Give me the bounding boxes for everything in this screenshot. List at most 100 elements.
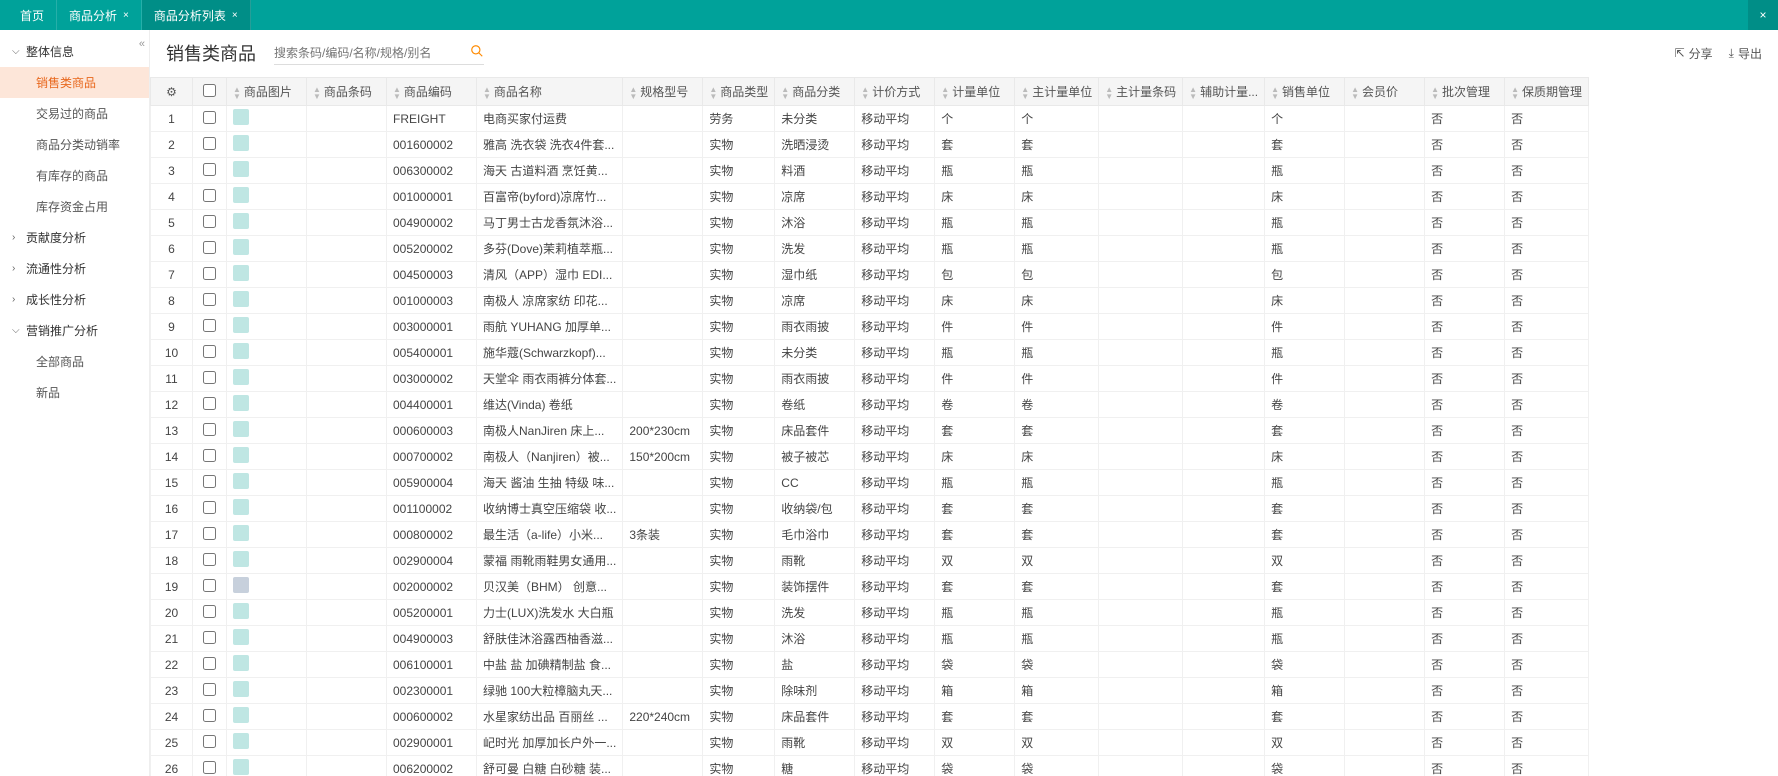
table-row[interactable]: 21004900003舒肤佳沐浴露西柚香滋...实物沐浴移动平均瓶瓶瓶否否: [151, 626, 1589, 652]
row-checkbox[interactable]: [193, 418, 227, 444]
close-icon[interactable]: ×: [123, 10, 129, 21]
column-header-category[interactable]: ▲▼商品分类: [775, 78, 855, 106]
table-row[interactable]: 25002900001屺时光 加厚加长户外一...实物雨靴移动平均双双双否否: [151, 730, 1589, 756]
table-row[interactable]: 26006200002舒可曼 白糖 白砂糖 装...实物糖移动平均袋袋袋否否: [151, 756, 1589, 776]
row-checkbox[interactable]: [193, 366, 227, 392]
table-row[interactable]: 1FREIGHT电商买家付运费劳务未分类移动平均个个个否否: [151, 106, 1589, 132]
row-checkbox[interactable]: [193, 444, 227, 470]
cell-spec: [623, 288, 703, 314]
table-row[interactable]: 8001000003南极人 凉席家纺 印花...实物凉席移动平均床床床否否: [151, 288, 1589, 314]
tab-product-analysis-list[interactable]: 商品分析列表×: [142, 0, 251, 30]
table-row[interactable]: 2001600002雅高 洗衣袋 洗衣4件套...实物洗晒浸烫移动平均套套套否否: [151, 132, 1589, 158]
table-row[interactable]: 11003000002天堂伞 雨衣雨裤分体套...实物雨衣雨披移动平均件件件否否: [151, 366, 1589, 392]
sidebar-group[interactable]: ›成长性分析: [0, 284, 149, 315]
column-header-spec[interactable]: ▲▼规格型号: [623, 78, 703, 106]
sidebar-group[interactable]: ›流通性分析: [0, 253, 149, 284]
column-header-image[interactable]: ▲▼商品图片: [227, 78, 307, 106]
table-row[interactable]: 17000800002最生活（a-life）小米...3条装实物毛巾浴巾移动平均…: [151, 522, 1589, 548]
column-header-main-barcode[interactable]: ▲▼主计量条码: [1099, 78, 1183, 106]
row-checkbox[interactable]: [193, 470, 227, 496]
row-checkbox[interactable]: [193, 392, 227, 418]
table-row[interactable]: 22006100001中盐 盐 加碘精制盐 食...实物盐移动平均袋袋袋否否: [151, 652, 1589, 678]
row-checkbox[interactable]: [193, 184, 227, 210]
row-checkbox[interactable]: [193, 106, 227, 132]
table-row[interactable]: 4001000001百富帝(byford)凉席竹...实物凉席移动平均床床床否否: [151, 184, 1589, 210]
table-row[interactable]: 3006300002海天 古道料酒 烹饪黄...实物料酒移动平均瓶瓶瓶否否: [151, 158, 1589, 184]
table-row[interactable]: 14000700002南极人（Nanjiren）被...150*200cm实物被…: [151, 444, 1589, 470]
sidebar-item[interactable]: 新品: [0, 377, 149, 408]
export-button[interactable]: ⤓导出: [1729, 45, 1762, 62]
cell-sale-unit: 床: [1265, 184, 1345, 210]
sidebar-item[interactable]: 销售类商品: [0, 67, 149, 98]
sidebar-item[interactable]: 商品分类动销率: [0, 129, 149, 160]
row-checkbox[interactable]: [193, 236, 227, 262]
sidebar-item[interactable]: 库存资金占用: [0, 191, 149, 222]
tabbar-close-icon[interactable]: ×: [1748, 0, 1778, 30]
row-checkbox[interactable]: [193, 704, 227, 730]
table-row[interactable]: 24000600002水星家纺出品 百丽丝 ...220*240cm实物床品套件…: [151, 704, 1589, 730]
table-row[interactable]: 13000600003南极人NanJiren 床上...200*230cm实物床…: [151, 418, 1589, 444]
row-checkbox[interactable]: [193, 548, 227, 574]
row-checkbox[interactable]: [193, 522, 227, 548]
row-checkbox[interactable]: [193, 678, 227, 704]
row-checkbox[interactable]: [193, 730, 227, 756]
column-header-type[interactable]: ▲▼商品类型: [703, 78, 775, 106]
search-input[interactable]: [274, 42, 470, 64]
sidebar-item[interactable]: 全部商品: [0, 346, 149, 377]
row-checkbox[interactable]: [193, 314, 227, 340]
table-row[interactable]: 20005200001力士(LUX)洗发水 大白瓶实物洗发移动平均瓶瓶瓶否否: [151, 600, 1589, 626]
share-button[interactable]: ⇱分享: [1675, 45, 1713, 62]
column-header-unit[interactable]: ▲▼计量单位: [935, 78, 1015, 106]
column-header-barcode[interactable]: ▲▼商品条码: [307, 78, 387, 106]
row-checkbox[interactable]: [193, 652, 227, 678]
row-checkbox[interactable]: [193, 288, 227, 314]
column-header-name[interactable]: ▲▼商品名称: [477, 78, 623, 106]
column-header-batch[interactable]: ▲▼批次管理: [1425, 78, 1505, 106]
column-select-all[interactable]: [193, 78, 227, 106]
table-row[interactable]: 23002300001绿驰 100大粒樟脑丸天...实物除味剂移动平均箱箱箱否否: [151, 678, 1589, 704]
sidebar-group[interactable]: ⌵整体信息: [0, 36, 149, 67]
table-row[interactable]: 7004500003清风（APP）湿巾 EDI...实物湿巾纸移动平均包包包否否: [151, 262, 1589, 288]
row-checkbox[interactable]: [193, 210, 227, 236]
sidebar-collapse-icon[interactable]: «: [139, 38, 145, 50]
column-header-sale-unit[interactable]: ▲▼销售单位: [1265, 78, 1345, 106]
column-header-pricing[interactable]: ▲▼计价方式: [855, 78, 935, 106]
cell-main-unit: 套: [1015, 522, 1099, 548]
table-row[interactable]: 19002000002贝汉美（BHM） 创意...实物装饰摆件移动平均套套套否否: [151, 574, 1589, 600]
cell-type: 实物: [703, 678, 775, 704]
column-header-aux-unit[interactable]: ▲▼辅助计量...: [1183, 78, 1265, 106]
row-checkbox[interactable]: [193, 496, 227, 522]
row-checkbox[interactable]: [193, 756, 227, 776]
row-checkbox[interactable]: [193, 158, 227, 184]
row-checkbox[interactable]: [193, 574, 227, 600]
table-row[interactable]: 16001100002收纳博士真空压缩袋 收...实物收纳袋/包移动平均套套套否…: [151, 496, 1589, 522]
cell-aux-unit: [1183, 158, 1265, 184]
column-header-main-unit[interactable]: ▲▼主计量单位: [1015, 78, 1099, 106]
row-checkbox[interactable]: [193, 626, 227, 652]
row-checkbox[interactable]: [193, 132, 227, 158]
column-header-code[interactable]: ▲▼商品编码: [387, 78, 477, 106]
row-checkbox[interactable]: [193, 600, 227, 626]
table-row[interactable]: 18002900004蒙福 雨靴雨鞋男女通用...实物雨靴移动平均双双双否否: [151, 548, 1589, 574]
tab-product-analysis[interactable]: 商品分析×: [57, 0, 142, 30]
table-row[interactable]: 15005900004海天 酱油 生抽 特级 味...实物CC移动平均瓶瓶瓶否否: [151, 470, 1589, 496]
row-checkbox[interactable]: [193, 340, 227, 366]
cell-spec: [623, 652, 703, 678]
table-row[interactable]: 10005400001施华蔻(Schwarzkopf)...实物未分类移动平均瓶…: [151, 340, 1589, 366]
sidebar-item[interactable]: 有库存的商品: [0, 160, 149, 191]
search-icon[interactable]: [470, 44, 484, 61]
cell-main-barcode: [1099, 730, 1183, 756]
table-row[interactable]: 12004400001维达(Vinda) 卷纸实物卷纸移动平均卷卷卷否否: [151, 392, 1589, 418]
table-row[interactable]: 6005200002多芬(Dove)茉莉植萃瓶...实物洗发移动平均瓶瓶瓶否否: [151, 236, 1589, 262]
close-icon[interactable]: ×: [232, 10, 238, 21]
row-checkbox[interactable]: [193, 262, 227, 288]
tab-home[interactable]: 首页: [8, 0, 57, 30]
column-settings[interactable]: ⚙: [151, 78, 193, 106]
sidebar-group[interactable]: ⌵营销推广分析: [0, 315, 149, 346]
column-header-member-price[interactable]: ▲▼会员价: [1345, 78, 1425, 106]
table-row[interactable]: 9003000001雨航 YUHANG 加厚单...实物雨衣雨披移动平均件件件否…: [151, 314, 1589, 340]
column-header-shelf-life[interactable]: ▲▼保质期管理: [1505, 78, 1589, 106]
sidebar-item[interactable]: 交易过的商品: [0, 98, 149, 129]
sidebar-group[interactable]: ›贡献度分析: [0, 222, 149, 253]
table-row[interactable]: 5004900002马丁男士古龙香氛沐浴...实物沐浴移动平均瓶瓶瓶否否: [151, 210, 1589, 236]
